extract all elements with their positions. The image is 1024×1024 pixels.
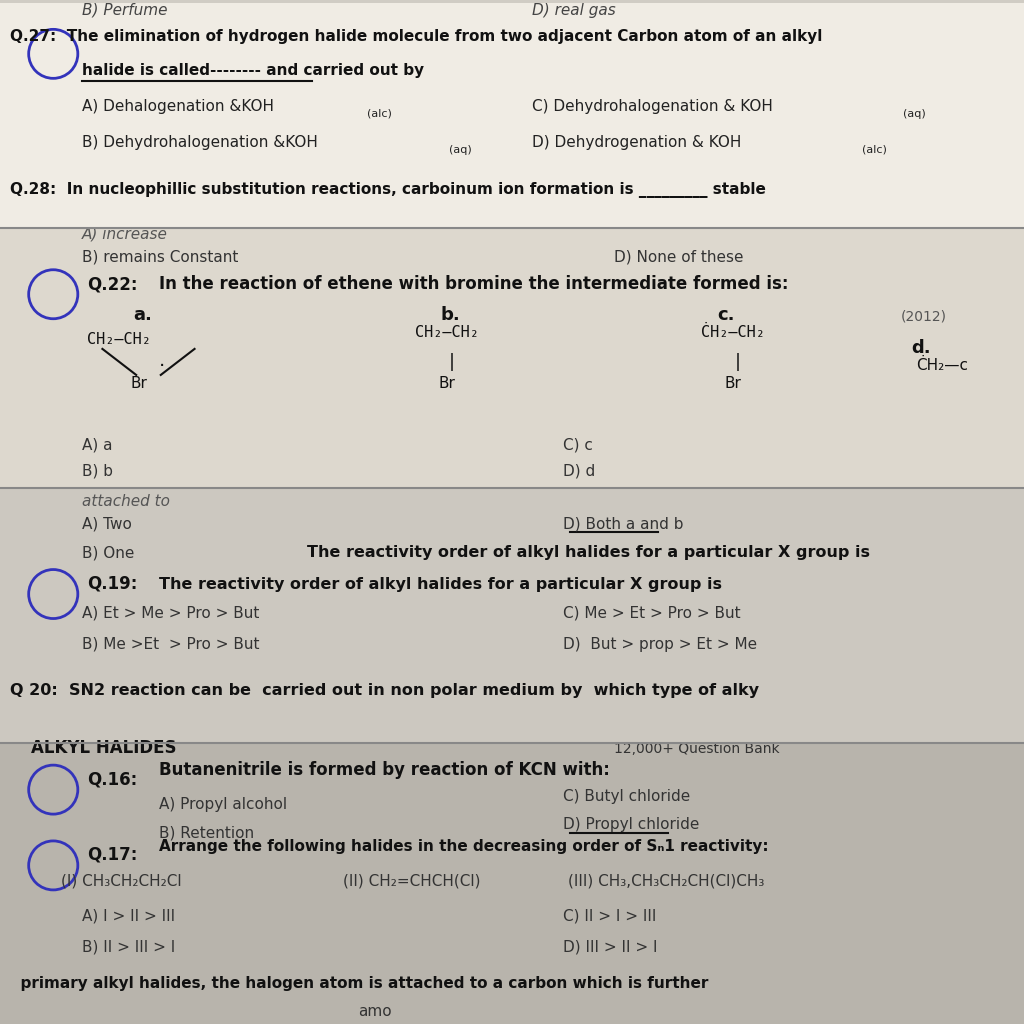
Text: D) d: D) d bbox=[563, 463, 595, 478]
Text: ALKYL HALIDES: ALKYL HALIDES bbox=[31, 739, 176, 757]
Text: D)  But > prop > Et > Me: D) But > prop > Et > Me bbox=[563, 637, 758, 652]
Text: In the reaction of ethene with bromine the intermediate formed is:: In the reaction of ethene with bromine t… bbox=[159, 275, 788, 293]
Text: ·: · bbox=[159, 357, 165, 377]
Text: D) Dehydrogenation & KOH: D) Dehydrogenation & KOH bbox=[532, 135, 741, 151]
Text: Br: Br bbox=[130, 376, 146, 391]
Text: amo: amo bbox=[358, 1004, 392, 1019]
Text: a.: a. bbox=[133, 306, 152, 325]
Text: Q.17:: Q.17: bbox=[87, 846, 137, 864]
Text: B) Me >Et  > Pro > But: B) Me >Et > Pro > But bbox=[82, 637, 259, 652]
Text: C) c: C) c bbox=[563, 437, 593, 453]
Text: attached to: attached to bbox=[82, 494, 170, 509]
FancyBboxPatch shape bbox=[0, 228, 1024, 488]
Text: (aq): (aq) bbox=[903, 109, 926, 119]
Text: D) None of these: D) None of these bbox=[614, 250, 743, 265]
Text: (I) CH₃CH₂CH₂Cl: (I) CH₃CH₂CH₂Cl bbox=[61, 873, 182, 888]
Text: ĊH₂—CH₂: ĊH₂—CH₂ bbox=[701, 326, 765, 340]
Text: |: | bbox=[449, 353, 455, 371]
Text: (2012): (2012) bbox=[901, 309, 947, 324]
Text: Q 20:  SN2 reaction can be  carried out in non polar medium by  which type of al: Q 20: SN2 reaction can be carried out in… bbox=[10, 683, 759, 697]
Text: D) III > II > I: D) III > II > I bbox=[563, 940, 657, 954]
Text: A) Dehalogenation &KOH: A) Dehalogenation &KOH bbox=[82, 99, 274, 114]
Text: B) Perfume: B) Perfume bbox=[82, 2, 167, 17]
Text: D) real gas: D) real gas bbox=[532, 2, 616, 17]
Text: A) Two: A) Two bbox=[82, 517, 132, 532]
FancyBboxPatch shape bbox=[0, 3, 1024, 228]
Text: CH₂—CH₂: CH₂—CH₂ bbox=[87, 332, 151, 347]
Text: B) Retention: B) Retention bbox=[159, 825, 254, 841]
Text: D) Both a and b: D) Both a and b bbox=[563, 517, 684, 532]
Text: (aq): (aq) bbox=[449, 144, 471, 155]
Text: d.: d. bbox=[911, 339, 931, 356]
Text: b.: b. bbox=[440, 306, 460, 325]
Text: Q.22:: Q.22: bbox=[87, 275, 137, 293]
Text: ĊH₂—c: ĊH₂—c bbox=[916, 357, 969, 373]
Text: Q.28:  In nucleophillic substitution reactions, carboinum ion formation is _____: Q.28: In nucleophillic substitution reac… bbox=[10, 182, 766, 199]
Text: C) II > I > III: C) II > I > III bbox=[563, 908, 656, 924]
Text: CH₂—CH₂: CH₂—CH₂ bbox=[415, 326, 478, 340]
Text: The reactivity order of alkyl halides for a particular X group is: The reactivity order of alkyl halides fo… bbox=[307, 545, 870, 560]
Text: |: | bbox=[735, 353, 741, 371]
Text: 12,000+ Question Bank: 12,000+ Question Bank bbox=[614, 742, 780, 756]
Text: A) Propyl alcohol: A) Propyl alcohol bbox=[159, 798, 287, 812]
Text: c.: c. bbox=[717, 306, 734, 325]
Text: Arrange the following halides in the decreasing order of Sₙ1 reactivity:: Arrange the following halides in the dec… bbox=[159, 840, 768, 854]
Text: halide is called-------- and carried out by: halide is called-------- and carried out… bbox=[82, 63, 424, 78]
Text: A) a: A) a bbox=[82, 437, 113, 453]
Text: Br: Br bbox=[438, 376, 455, 391]
Text: The reactivity order of alkyl halides for a particular X group is: The reactivity order of alkyl halides fo… bbox=[159, 577, 722, 592]
Text: C) Me > Et > Pro > But: C) Me > Et > Pro > But bbox=[563, 605, 740, 620]
Text: B) remains Constant: B) remains Constant bbox=[82, 250, 239, 265]
Text: B) Dehydrohalogenation &KOH: B) Dehydrohalogenation &KOH bbox=[82, 135, 317, 151]
Text: A) I > II > III: A) I > II > III bbox=[82, 908, 175, 924]
Text: primary alkyl halides, the halogen atom is attached to a carbon which is further: primary alkyl halides, the halogen atom … bbox=[10, 976, 709, 991]
Text: Q.16:: Q.16: bbox=[87, 770, 137, 788]
FancyBboxPatch shape bbox=[0, 488, 1024, 743]
Text: B) b: B) b bbox=[82, 463, 113, 478]
FancyBboxPatch shape bbox=[0, 743, 1024, 1024]
Text: C) Butyl chloride: C) Butyl chloride bbox=[563, 788, 690, 804]
Text: (alc): (alc) bbox=[862, 144, 887, 155]
Text: (III) CH₃,CH₃CH₂CH(Cl)CH₃: (III) CH₃,CH₃CH₂CH(Cl)CH₃ bbox=[568, 873, 765, 888]
Text: A) increase: A) increase bbox=[82, 226, 168, 242]
Text: D) Propyl chloride: D) Propyl chloride bbox=[563, 817, 699, 831]
Text: A) Et > Me > Pro > But: A) Et > Me > Pro > But bbox=[82, 605, 259, 620]
Text: B) One: B) One bbox=[82, 545, 134, 560]
Text: C) Dehydrohalogenation & KOH: C) Dehydrohalogenation & KOH bbox=[532, 99, 773, 114]
Text: Br: Br bbox=[725, 376, 741, 391]
Text: Butanenitrile is formed by reaction of KCN with:: Butanenitrile is formed by reaction of K… bbox=[159, 761, 609, 778]
Text: Q.27:  The elimination of hydrogen halide molecule from two adjacent Carbon atom: Q.27: The elimination of hydrogen halide… bbox=[10, 30, 822, 44]
Text: Q.19:: Q.19: bbox=[87, 574, 137, 593]
Text: (alc): (alc) bbox=[367, 109, 391, 119]
Text: (II) CH₂=CHCH(Cl): (II) CH₂=CHCH(Cl) bbox=[343, 873, 480, 888]
Text: B) II > III > I: B) II > III > I bbox=[82, 940, 175, 954]
